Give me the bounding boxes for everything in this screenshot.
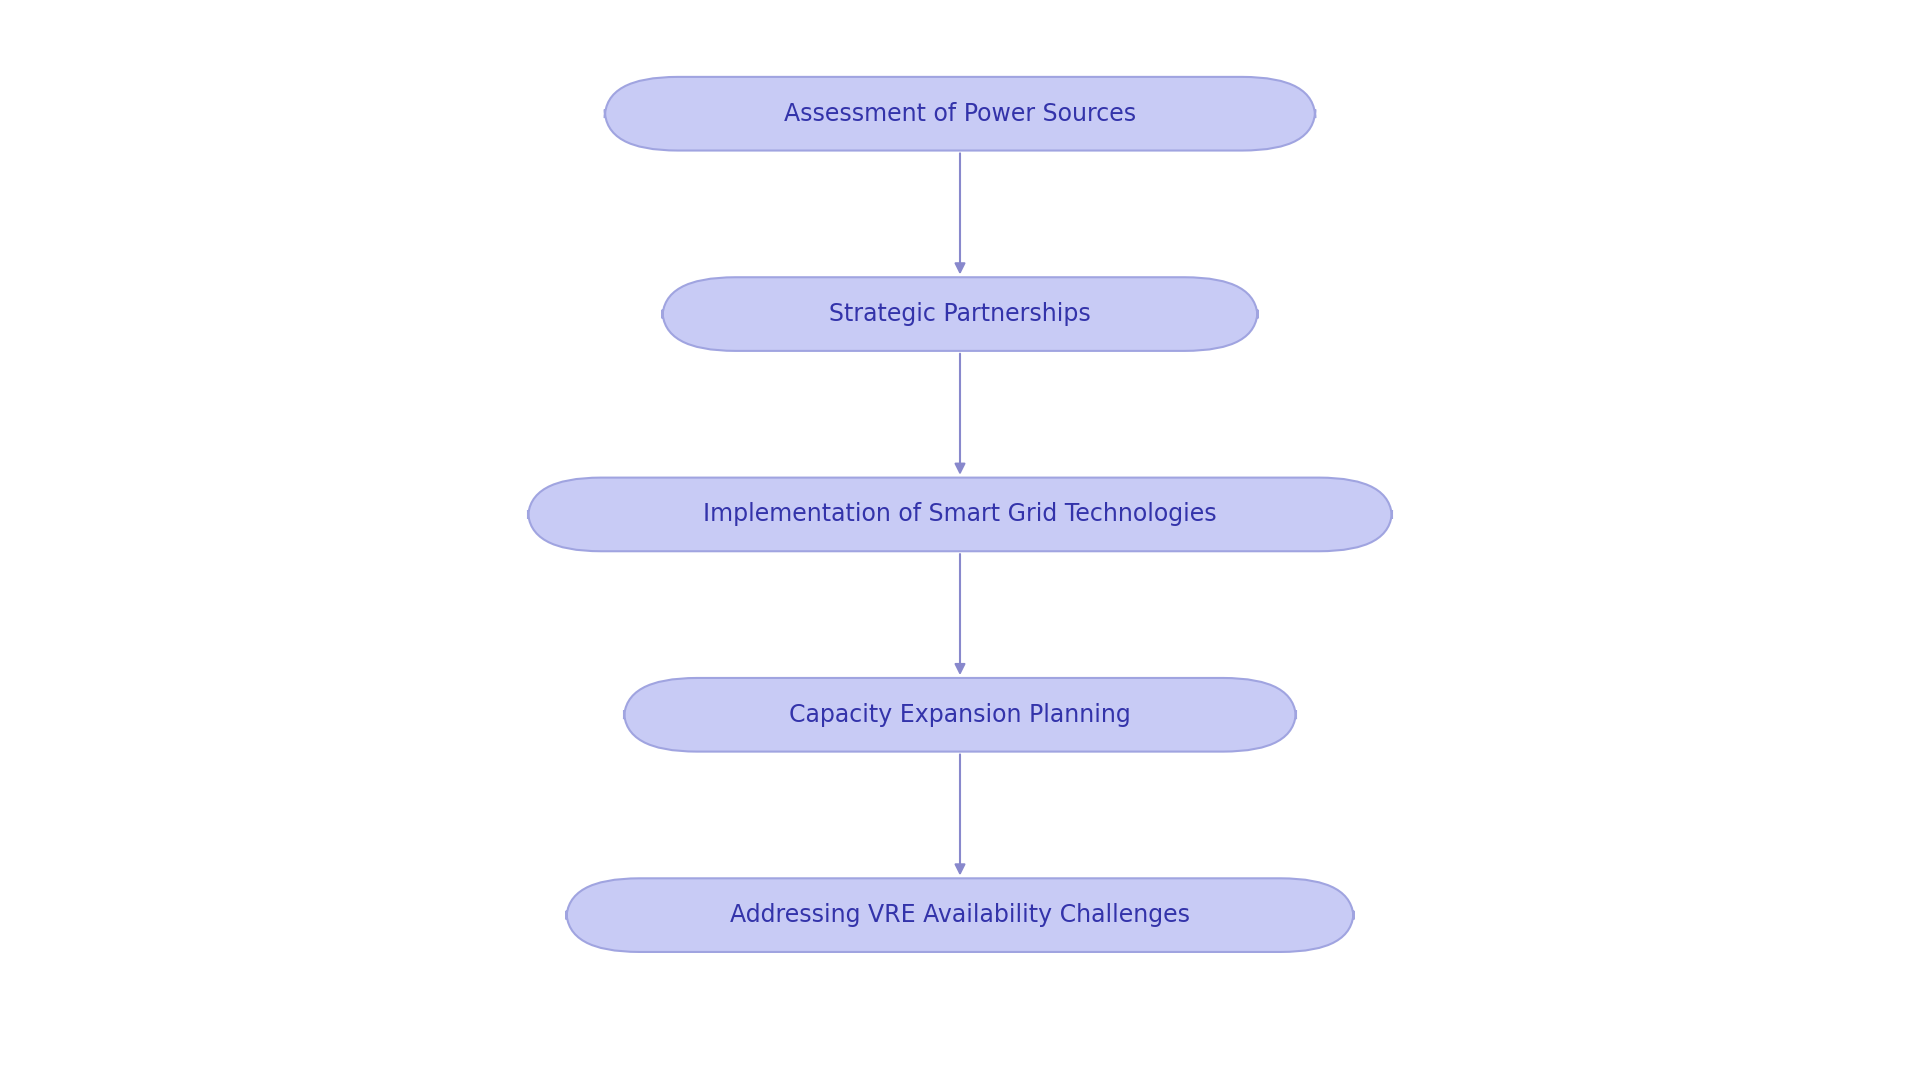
FancyBboxPatch shape xyxy=(605,77,1315,151)
Text: Implementation of Smart Grid Technologies: Implementation of Smart Grid Technologie… xyxy=(703,503,1217,526)
FancyBboxPatch shape xyxy=(528,478,1392,551)
Text: Addressing VRE Availability Challenges: Addressing VRE Availability Challenges xyxy=(730,903,1190,927)
FancyBboxPatch shape xyxy=(566,878,1354,952)
FancyBboxPatch shape xyxy=(624,678,1296,752)
FancyBboxPatch shape xyxy=(662,277,1258,351)
Text: Capacity Expansion Planning: Capacity Expansion Planning xyxy=(789,703,1131,727)
Text: Strategic Partnerships: Strategic Partnerships xyxy=(829,302,1091,326)
Text: Assessment of Power Sources: Assessment of Power Sources xyxy=(783,102,1137,126)
